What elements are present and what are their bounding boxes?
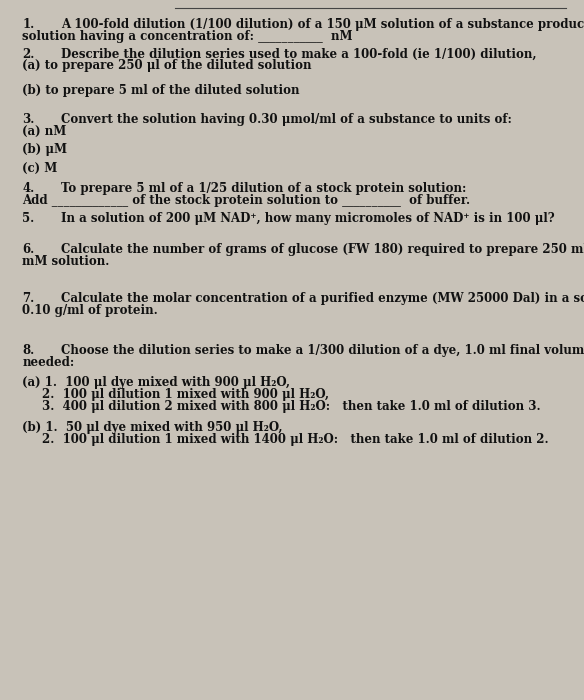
Text: 5.: 5. [22, 212, 34, 225]
Text: 3.: 3. [22, 113, 34, 127]
Text: (b) 1.  50 μl dye mixed with 950 μl H₂O,: (b) 1. 50 μl dye mixed with 950 μl H₂O, [22, 421, 283, 435]
Text: 6.: 6. [22, 243, 34, 256]
Text: 7.: 7. [22, 292, 34, 305]
Text: (a) 1.  100 μl dye mixed with 900 μl H₂O,: (a) 1. 100 μl dye mixed with 900 μl H₂O, [22, 376, 290, 389]
Text: 8.: 8. [22, 344, 34, 358]
Text: Convert the solution having 0.30 μmol/ml of a substance to units of:: Convert the solution having 0.30 μmol/ml… [61, 113, 512, 127]
Text: (a) nM: (a) nM [22, 125, 67, 139]
Text: Choose the dilution series to make a 1/300 dilution of a dye, 1.0 ml final volum: Choose the dilution series to make a 1/3… [61, 344, 584, 358]
Text: Add _____________ of the stock protein solution to __________  of buffer.: Add _____________ of the stock protein s… [22, 194, 470, 207]
Text: Describe the dilution series used to make a 100-fold (ie 1/100) dilution,: Describe the dilution series used to mak… [61, 48, 537, 61]
Text: solution having a concentration of: ___________  nM: solution having a concentration of: ____… [22, 30, 353, 43]
Text: 2.  100 μl dilution 1 mixed with 1400 μl H₂O:   then take 1.0 ml of dilution 2.: 2. 100 μl dilution 1 mixed with 1400 μl … [42, 433, 549, 447]
Text: needed:: needed: [22, 356, 74, 370]
Text: 1.: 1. [22, 18, 34, 32]
Text: (b) μM: (b) μM [22, 144, 67, 157]
Text: Calculate the molar concentration of a purified enzyme (MW 25000 Dal) in a solut: Calculate the molar concentration of a p… [61, 292, 584, 305]
Text: (b) to prepare 5 ml of the diluted solution: (b) to prepare 5 ml of the diluted solut… [22, 84, 300, 97]
Text: In a solution of 200 μM NAD⁺, how many micromoles of NAD⁺ is in 100 μl?: In a solution of 200 μM NAD⁺, how many m… [61, 212, 555, 225]
Text: (a) to prepare 250 μl of the diluted solution: (a) to prepare 250 μl of the diluted sol… [22, 60, 312, 73]
Text: 4.: 4. [22, 182, 34, 195]
Text: A 100-fold dilution (1/100 dilution) of a 150 μM solution of a substance produce: A 100-fold dilution (1/100 dilution) of … [61, 18, 584, 32]
Text: 2.: 2. [22, 48, 34, 61]
Text: 0.10 g/ml of protein.: 0.10 g/ml of protein. [22, 304, 158, 317]
Text: (c) M: (c) M [22, 162, 57, 175]
Text: 3.  400 μl dilution 2 mixed with 800 μl H₂O:   then take 1.0 ml of dilution 3.: 3. 400 μl dilution 2 mixed with 800 μl H… [42, 400, 541, 413]
Text: mM solution.: mM solution. [22, 255, 110, 268]
Text: 2.  100 μl dilution 1 mixed with 900 μl H₂O,: 2. 100 μl dilution 1 mixed with 900 μl H… [42, 388, 329, 401]
Text: To prepare 5 ml of a 1/25 dilution of a stock protein solution:: To prepare 5 ml of a 1/25 dilution of a … [61, 182, 467, 195]
Text: Calculate the number of grams of glucose (FW 180) required to prepare 250 ml of : Calculate the number of grams of glucose… [61, 243, 584, 256]
